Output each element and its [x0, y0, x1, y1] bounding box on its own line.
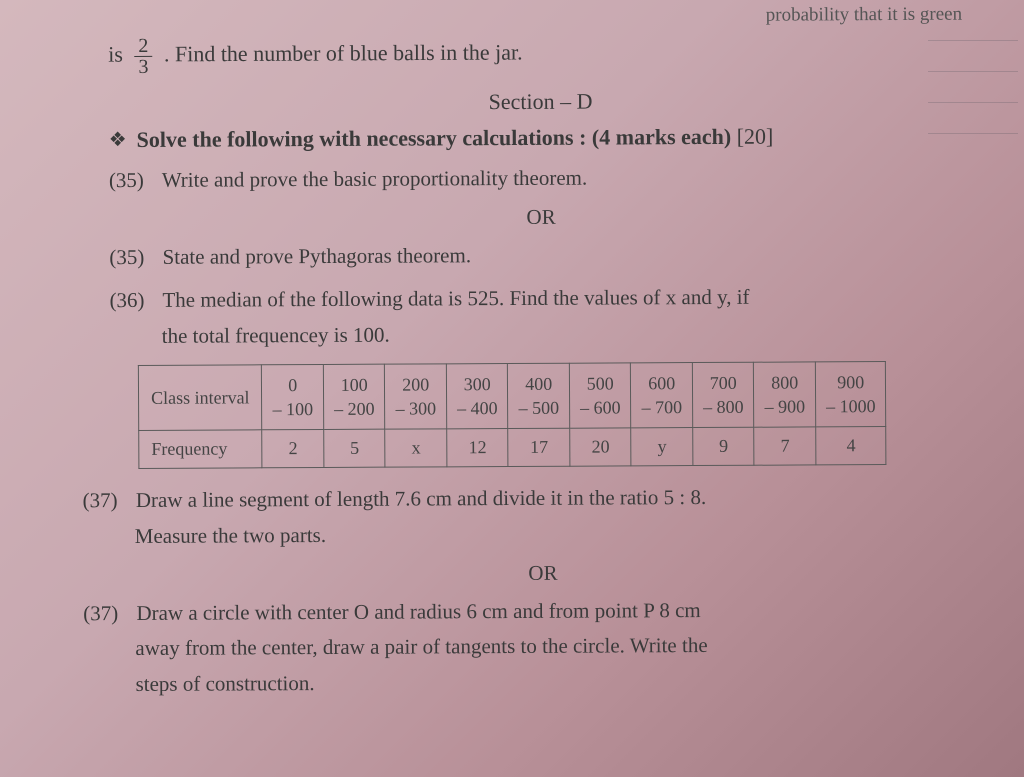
ci-1: 100– 200 [323, 364, 385, 430]
question-35a: (35) Write and prove the basic proportio… [109, 159, 973, 199]
freq-5: 20 [570, 428, 632, 466]
instruction-total: [20] [737, 124, 774, 149]
question-35b-text: State and prove Pythagoras theorem. [162, 243, 471, 269]
question-37b-line1: Draw a circle with center O and radius 6… [136, 598, 700, 625]
ci-6: 600– 700 [631, 362, 693, 428]
bullet-icon: ❖ [109, 127, 127, 152]
question-35a-text: Write and prove the basic proportionalit… [162, 166, 588, 192]
fraction-two-thirds: 2 3 [134, 36, 152, 77]
question-37a: (37) Draw a line segment of length 7.6 c… [82, 479, 974, 555]
freq-7: 9 [693, 428, 755, 466]
fragment-previous-question: is 2 3 . Find the number of blue balls i… [108, 32, 972, 78]
freq-6: y [631, 428, 693, 466]
question-37a-line1: Draw a line segment of length 7.6 cm and… [136, 485, 706, 512]
question-36-line2: the total frequencey is 100. [110, 323, 390, 348]
question-36-line1: The median of the following data is 525.… [162, 285, 749, 312]
ci-7: 700– 800 [692, 362, 754, 428]
freq-0: 2 [262, 430, 324, 468]
freq-4: 17 [508, 429, 570, 467]
freq-9: 4 [816, 427, 887, 465]
ci-3: 300– 400 [446, 363, 508, 429]
class-interval-label: Class interval [151, 385, 250, 410]
ci-0: 0– 100 [262, 364, 324, 430]
instruction-bold: Solve the following with necessary calcu… [137, 124, 732, 152]
question-37a-line2: Measure the two parts. [83, 523, 326, 548]
question-36-number: (36) [109, 283, 157, 319]
ci-8: 800– 900 [754, 362, 816, 428]
section-d-title: Section – D [108, 87, 972, 118]
freq-1: 5 [324, 430, 386, 468]
partial-is: is [108, 42, 123, 67]
question-35b: (35) State and prove Pythagoras theorem. [109, 235, 973, 275]
ci-5: 500– 600 [569, 363, 631, 429]
exam-page: probability that it is green is 2 3 . Fi… [0, 0, 1024, 777]
fraction-numerator: 2 [134, 36, 152, 57]
fraction-denominator: 3 [134, 57, 152, 77]
or-1: OR [109, 202, 973, 232]
freq-2: x [385, 429, 447, 467]
table-row-frequency: Frequency 2 5 x 12 17 20 y 9 7 4 [139, 427, 887, 469]
instruction-line: ❖ Solve the following with necessary cal… [109, 123, 973, 154]
table-row-class-interval: Class interval 0– 100 100– 200 200– 300 … [138, 361, 886, 431]
question-37b-line3: steps of construction. [83, 671, 314, 696]
question-37b-number: (37) [83, 596, 131, 632]
table-label-frequency: Frequency [139, 430, 263, 469]
question-37b-line2: away from the center, draw a pair of tan… [83, 633, 707, 660]
ci-2: 200– 300 [385, 364, 447, 430]
question-37b: (37) Draw a circle with center O and rad… [83, 591, 976, 703]
ci-9: 900– 1000 [815, 361, 886, 427]
question-37a-number: (37) [82, 483, 130, 519]
partial-rest: . Find the number of blue balls in the j… [164, 39, 523, 66]
frequency-table: Class interval 0– 100 100– 200 200– 300 … [138, 361, 887, 470]
freq-8: 7 [754, 427, 816, 465]
question-35a-number: (35) [109, 163, 157, 199]
fragment-top-right: probability that it is green [766, 4, 962, 27]
question-36: (36) The median of the following data is… [109, 279, 973, 355]
instruction-text: Solve the following with necessary calcu… [137, 124, 774, 153]
question-35b-number: (35) [109, 240, 157, 276]
freq-3: 12 [447, 429, 509, 467]
ci-4: 400– 500 [508, 363, 570, 429]
or-2: OR [111, 558, 975, 588]
table-label-class-interval: Class interval [138, 365, 262, 431]
